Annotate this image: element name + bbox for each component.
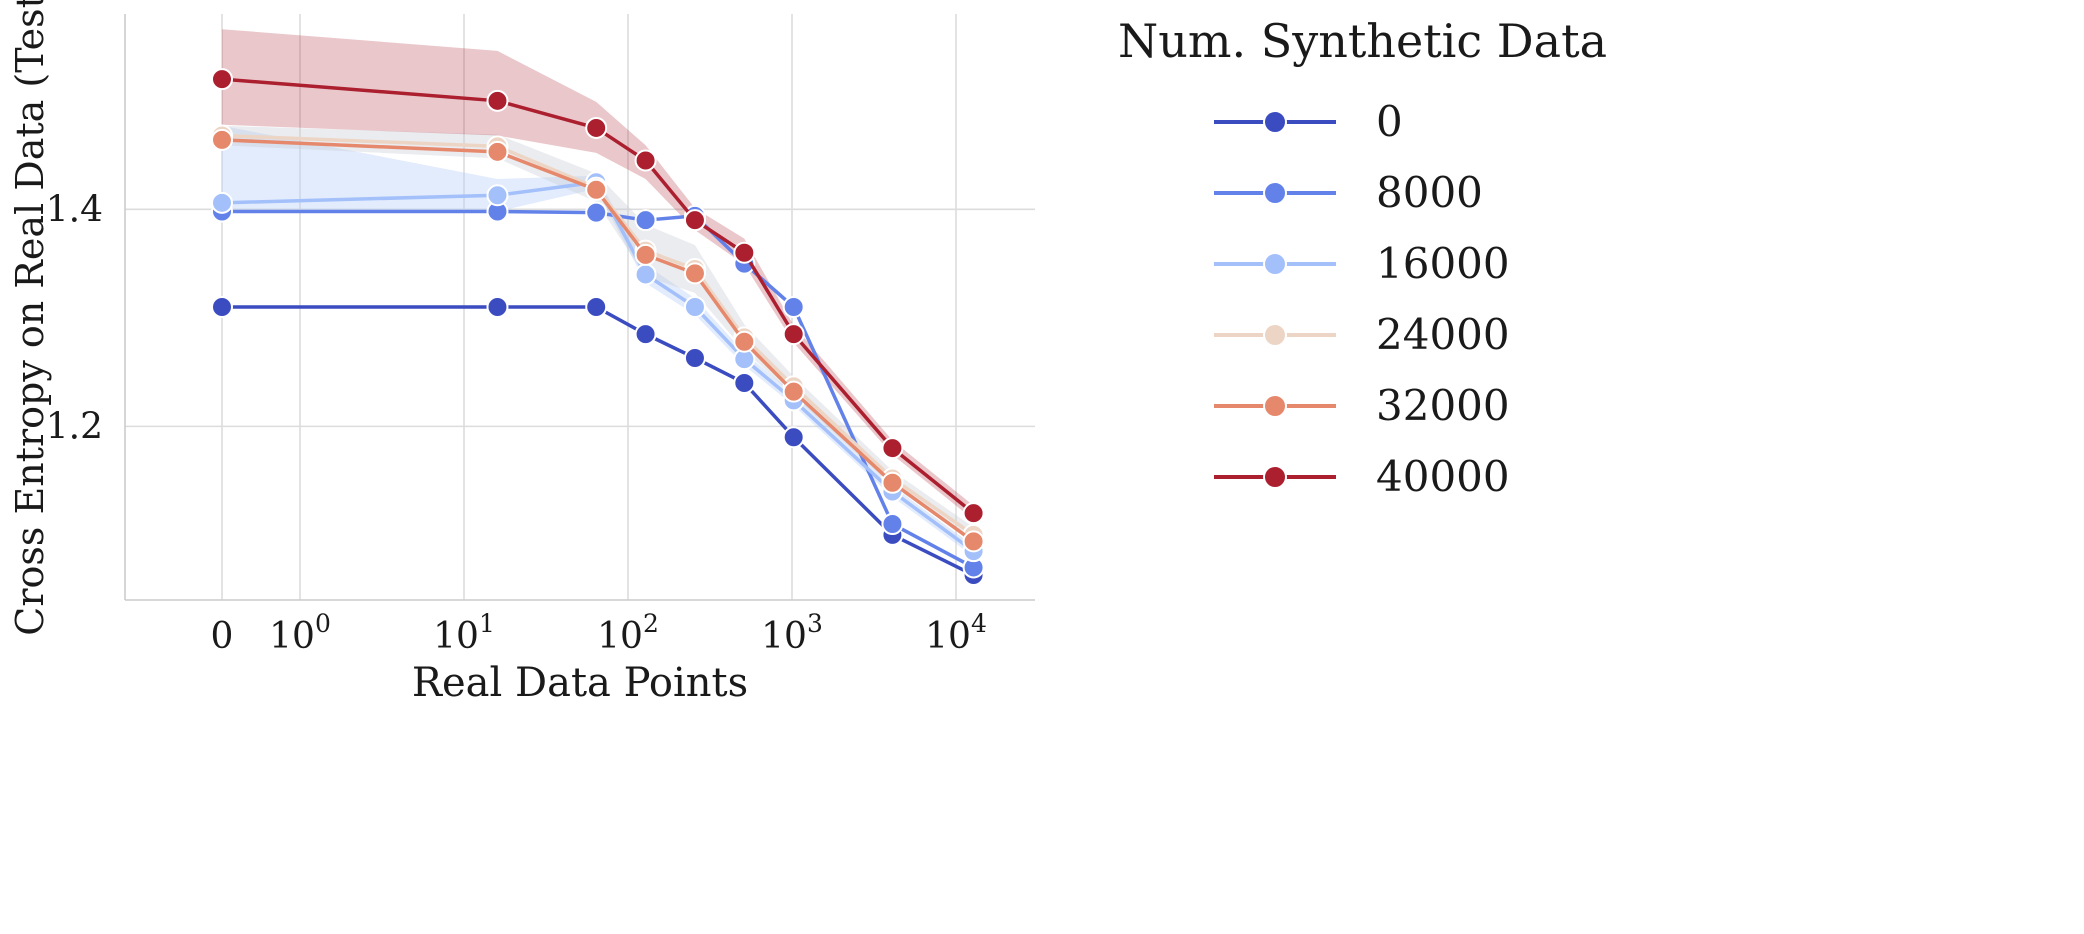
data-point [683, 347, 706, 370]
data-point [733, 371, 756, 394]
data-point [782, 380, 805, 403]
legend-item-label: 0 [1376, 97, 1403, 146]
data-point [486, 296, 509, 318]
data-point [585, 178, 608, 201]
axes-spines [124, 14, 1035, 601]
confidence-bands [222, 29, 974, 557]
data-point [634, 243, 657, 266]
x-tick-labels: 0 100 101 102 103 104 [211, 609, 987, 657]
legend-line-marker-icon [1214, 109, 1336, 134]
data-point [634, 263, 657, 286]
data-point [782, 296, 805, 318]
x-tick-label: 104 [925, 609, 987, 657]
data-point [962, 530, 985, 553]
data-point [211, 128, 233, 151]
x-tick-label: 103 [761, 609, 823, 657]
legend-item: 40000 [1118, 441, 2078, 512]
legend-line-marker-icon [1214, 180, 1336, 205]
legend-item-label: 16000 [1376, 239, 1510, 288]
legend-item: 24000 [1118, 299, 2078, 370]
data-point [634, 323, 657, 346]
x-tick-label: 101 [433, 609, 495, 657]
data-point [486, 184, 509, 207]
y-tick-label: 1.2 [46, 406, 103, 447]
data-point [634, 209, 657, 232]
y-tick-label: 1.4 [46, 189, 103, 230]
legend-title: Num. Synthetic Data [1118, 14, 1607, 68]
legend-item: 32000 [1118, 370, 2078, 441]
x-tick-label: 0 [211, 616, 234, 657]
data-point [962, 502, 985, 525]
legend-items: 0 8000 16000 24000 32000 40000 [1118, 86, 2078, 512]
legend-line-marker-icon [1214, 393, 1336, 418]
legend-line-marker-icon [1214, 251, 1336, 276]
data-point [733, 241, 756, 264]
data-point [881, 513, 904, 536]
x-tick-label: 100 [269, 609, 331, 657]
series-line-8000 [220, 209, 976, 570]
data-point [486, 140, 509, 163]
legend: Num. Synthetic Data 0 8000 16000 24000 32000… [1118, 14, 2078, 512]
data-point [211, 191, 233, 214]
legend-item-label: 40000 [1376, 452, 1510, 501]
data-point [733, 330, 756, 353]
y-tick-labels: 1.2 1.4 [46, 189, 103, 447]
chart: 1.2 1.4 0 100 101 102 103 104 [46, 14, 1035, 657]
data-point [683, 262, 706, 285]
x-tick-label: 102 [597, 609, 659, 657]
legend-item: 16000 [1118, 228, 2078, 299]
data-point [683, 296, 706, 318]
data-point [211, 68, 233, 91]
legend-line-marker-icon [1214, 322, 1336, 347]
legend-line-marker-icon [1214, 464, 1336, 489]
data-point [782, 323, 805, 346]
data-point [881, 437, 904, 460]
data-point [585, 201, 608, 224]
series-32000 [211, 128, 985, 553]
series-0 [211, 296, 985, 587]
series-16000 [211, 171, 985, 563]
band-16000 [222, 125, 974, 557]
legend-item: 8000 [1118, 157, 2078, 228]
series-8000 [211, 200, 985, 579]
data-point [683, 209, 706, 232]
data-point [486, 89, 509, 112]
legend-item-label: 8000 [1376, 168, 1483, 217]
series-line-16000 [220, 180, 976, 553]
y-axis-label: Cross Entropy on Real Data (Test) [8, 0, 52, 636]
legend-item: 0 [1118, 86, 2078, 157]
data-point [782, 426, 805, 449]
series-40000 [211, 68, 985, 525]
legend-item-label: 32000 [1376, 381, 1510, 430]
data-point [585, 116, 608, 139]
x-axis-label: Real Data Points [411, 660, 749, 706]
data-point [585, 296, 608, 318]
legend-item-label: 24000 [1376, 310, 1510, 359]
data-point [634, 149, 657, 172]
data-point [211, 296, 233, 318]
data-point [881, 471, 904, 494]
